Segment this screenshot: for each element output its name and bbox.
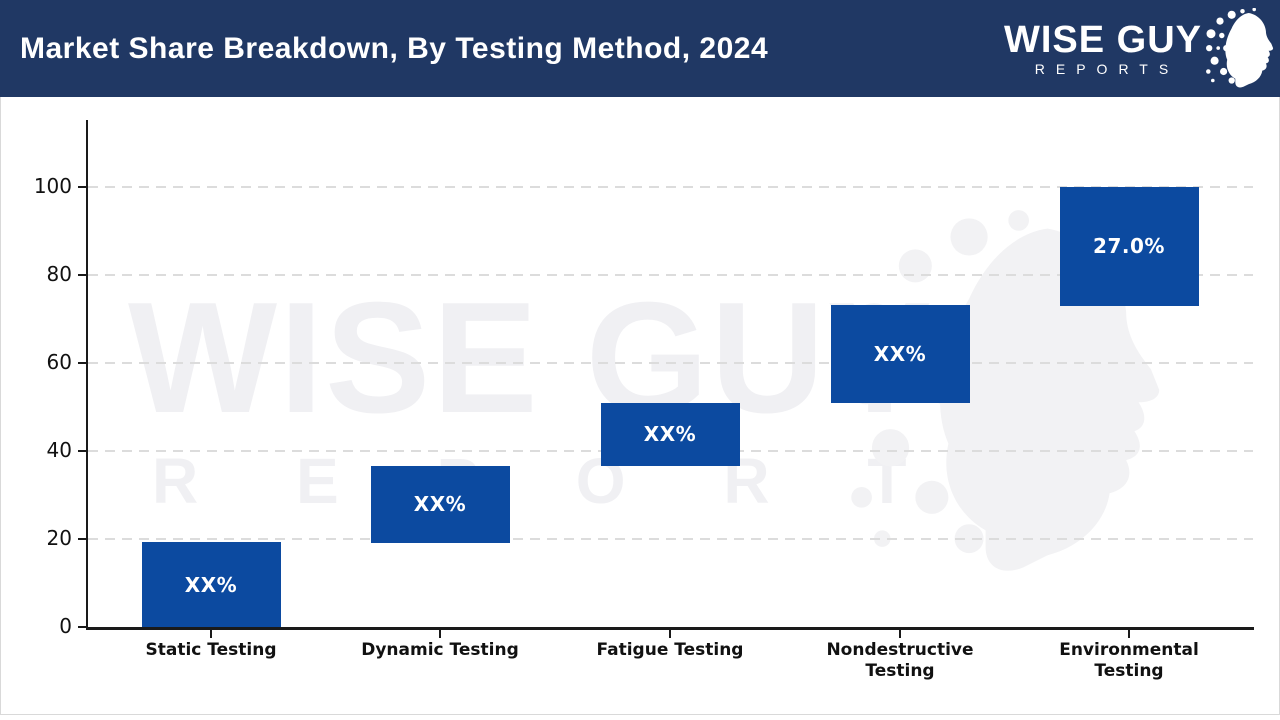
x-category-label: Nondestructive Testing xyxy=(826,640,974,681)
y-tick-label: 0 xyxy=(59,614,72,638)
x-tick xyxy=(899,630,901,638)
y-tick xyxy=(78,362,86,364)
bar-value-label: XX% xyxy=(643,422,697,447)
y-axis-line xyxy=(86,120,88,629)
gridline xyxy=(88,538,1253,540)
x-tick xyxy=(439,630,441,638)
y-tick-label: 40 xyxy=(46,438,72,462)
logo: WISE GUY REPORTS xyxy=(1004,6,1274,92)
y-tick-label: 80 xyxy=(46,262,72,286)
x-tick xyxy=(669,630,671,638)
y-tick xyxy=(78,274,86,276)
y-tick xyxy=(78,450,86,452)
bar-segment: 27.0% xyxy=(1059,187,1199,306)
bar-segment: XX% xyxy=(141,542,281,627)
logo-face-icon xyxy=(1206,8,1274,88)
y-tick xyxy=(78,538,86,540)
gridline xyxy=(88,362,1253,364)
y-tick-label: 100 xyxy=(33,174,72,198)
x-tick xyxy=(1128,630,1130,638)
logo-wordmark: WISE GUY xyxy=(1003,19,1202,62)
bar-segment: XX% xyxy=(830,304,970,404)
x-tick xyxy=(210,630,212,638)
y-tick xyxy=(78,186,86,188)
x-category-label: Dynamic Testing xyxy=(361,640,519,660)
y-tick xyxy=(78,626,86,628)
bar-value-label: XX% xyxy=(873,341,927,366)
x-category-label: Environmental Testing xyxy=(1059,640,1199,681)
bar-segment: XX% xyxy=(600,403,740,466)
bar-segment: XX% xyxy=(370,465,510,543)
x-category-label: Fatigue Testing xyxy=(596,640,744,660)
y-tick-label: 60 xyxy=(46,350,72,374)
bar-value-label: 27.0% xyxy=(1093,234,1165,259)
logo-subtitle: REPORTS xyxy=(1034,60,1180,77)
bar-value-label: XX% xyxy=(413,492,467,517)
header: Market Share Breakdown, By Testing Metho… xyxy=(0,0,1280,97)
bar-value-label: XX% xyxy=(184,572,238,597)
y-tick-label: 20 xyxy=(46,526,72,550)
watermark-wordmark: WISE GUY xyxy=(128,270,935,446)
x-category-label: Static Testing xyxy=(145,640,277,660)
page-title: Market Share Breakdown, By Testing Metho… xyxy=(20,31,769,65)
gridline xyxy=(88,186,1253,188)
logo-text: WISE GUY REPORTS xyxy=(1003,19,1202,77)
gridline xyxy=(88,274,1253,276)
x-axis-line xyxy=(86,627,1254,630)
